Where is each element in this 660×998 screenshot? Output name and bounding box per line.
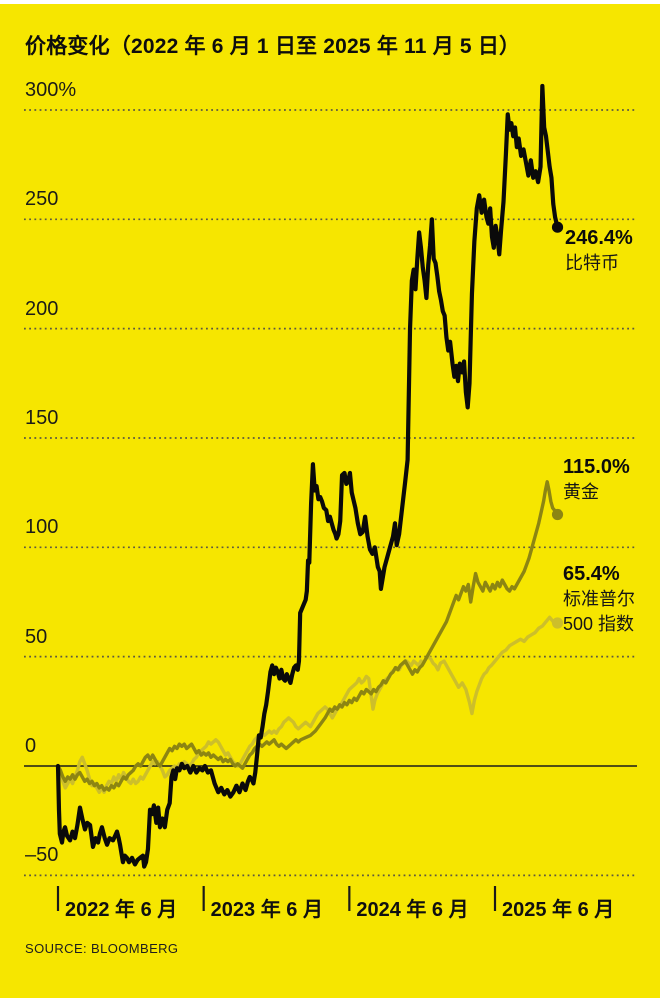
gold-endpoint-dot <box>551 508 564 521</box>
bitcoin-name-label: 比特币 <box>565 253 619 273</box>
gold-annotation: 115.0% 黄金 <box>563 456 630 504</box>
y-axis-label--50: –50 <box>25 844 59 867</box>
sp500-line <box>56 615 560 794</box>
bitcoin-final-value: 246.4% <box>565 227 633 249</box>
bitcoin-annotation: 246.4% 比特币 <box>565 227 633 275</box>
y-axis-label-100: 100 <box>25 516 59 539</box>
source-credit: SOURCE: BLOOMBERG <box>25 941 179 956</box>
sp500-annotation: 65.4% 标准普尔 500 指数 <box>563 563 635 636</box>
gold-line <box>56 480 560 792</box>
x-axis-label-2022: 2022 年 6 月 <box>65 899 178 921</box>
screenshot-top-edge <box>0 0 660 4</box>
sp500-name-label-line2: 500 指数 <box>563 614 635 634</box>
y-axis-label-50: 50 <box>25 625 48 648</box>
chart-title: 价格变化（2022 年 6 月 1 日至 2025 年 11 月 5 日） <box>25 35 521 58</box>
y-axis-label-200: 200 <box>25 297 59 320</box>
sp500-endpoint-dot <box>551 617 564 629</box>
x-axis-label-2023: 2023 年 6 月 <box>210 899 323 921</box>
bitcoin-endpoint-dot <box>551 221 564 233</box>
x-axis-label-2024: 2024 年 6 月 <box>356 899 469 921</box>
y-axis-label-250: 250 <box>25 188 59 211</box>
y-axis-label-0: 0 <box>25 735 37 757</box>
sp500-name-label-line1: 标准普尔 <box>563 589 635 609</box>
x-axis-label-2025: 2025 年 6 月 <box>502 899 615 921</box>
bitcoin-line <box>55 83 560 869</box>
gold-final-value: 115.0% <box>563 456 630 478</box>
gold-name-label: 黄金 <box>563 482 599 502</box>
y-axis-label-150: 150 <box>25 407 59 429</box>
y-axis-label-300: 300% <box>25 78 77 101</box>
sp500-final-value: 65.4% <box>563 563 620 585</box>
